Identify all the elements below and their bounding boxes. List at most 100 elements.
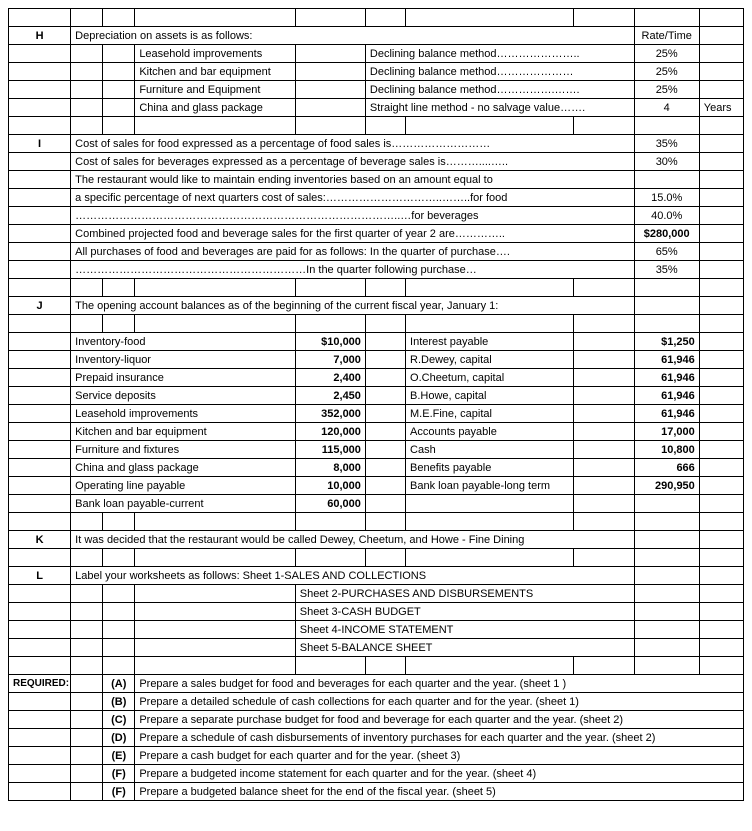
section-j-title: The opening account balances as of the b…	[71, 297, 634, 315]
j-left-name-7: China and glass package	[71, 459, 296, 477]
j-right-name-2: O.Cheetum, capital	[406, 369, 574, 387]
h-method-1: Declining balance method…………………	[365, 63, 634, 81]
section-k-text: It was decided that the restaurant would…	[71, 531, 634, 549]
req-letter-2: (C)	[103, 711, 135, 729]
l-sheet-2: Sheet 4-INCOME STATEMENT	[295, 621, 634, 639]
h-unit-3: Years	[699, 99, 743, 117]
j-right-amt-3: 61,946	[634, 387, 699, 405]
j-right-name-9	[406, 495, 574, 513]
i-line-2: The restaurant would like to maintain en…	[71, 171, 634, 189]
req-letter-3: (D)	[103, 729, 135, 747]
req-letter-5: (F)	[103, 765, 135, 783]
section-j-label: J	[9, 297, 71, 315]
section-l-label: L	[9, 567, 71, 585]
j-left-amt-7: 8,000	[295, 459, 365, 477]
h-asset-0: Leasehold improvements	[135, 45, 295, 63]
i-line-6: All purchases of food and beverages are …	[71, 243, 634, 261]
j-left-amt-4: 352,000	[295, 405, 365, 423]
j-right-amt-7: 666	[634, 459, 699, 477]
i-line-4: ……………………………………………………………………………..…for beve…	[71, 207, 634, 225]
section-l-title: Label your worksheets as follows: Sheet …	[71, 567, 634, 585]
i-val-2	[634, 171, 699, 189]
h-rate-1: 25%	[634, 63, 699, 81]
j-right-name-8: Bank loan payable-long term	[406, 477, 574, 495]
j-right-name-3: B.Howe, capital	[406, 387, 574, 405]
j-right-amt-1: 61,946	[634, 351, 699, 369]
spreadsheet-table: H Depreciation on assets is as follows: …	[8, 8, 744, 801]
h-method-3: Straight line method - no salvage value……	[365, 99, 634, 117]
h-method-0: Declining balance method…………………..	[365, 45, 634, 63]
section-k-label: K	[9, 531, 71, 549]
j-left-name-0: Inventory-food	[71, 333, 296, 351]
req-text-6: Prepare a budgeted balance sheet for the…	[135, 783, 744, 801]
j-left-name-9: Bank loan payable-current	[71, 495, 296, 513]
j-right-name-4: M.E.Fine, capital	[406, 405, 574, 423]
req-text-5: Prepare a budgeted income statement for …	[135, 765, 744, 783]
j-right-amt-6: 10,800	[634, 441, 699, 459]
j-left-amt-2: 2,400	[295, 369, 365, 387]
j-left-amt-9: 60,000	[295, 495, 365, 513]
j-left-amt-0: $10,000	[295, 333, 365, 351]
req-letter-6: (F)	[103, 783, 135, 801]
req-text-4: Prepare a cash budget for each quarter a…	[135, 747, 744, 765]
h-rate-0: 25%	[634, 45, 699, 63]
req-letter-1: (B)	[103, 693, 135, 711]
i-line-3: a specific percentage of next quarters c…	[71, 189, 634, 207]
j-right-name-7: Benefits payable	[406, 459, 574, 477]
req-text-0: Prepare a sales budget for food and beve…	[135, 675, 744, 693]
h-rate-2: 25%	[634, 81, 699, 99]
j-right-name-6: Cash	[406, 441, 574, 459]
j-left-amt-8: 10,000	[295, 477, 365, 495]
section-h-title: Depreciation on assets is as follows:	[71, 27, 634, 45]
i-line-1: Cost of sales for beverages expressed as…	[71, 153, 634, 171]
j-right-name-5: Accounts payable	[406, 423, 574, 441]
j-left-name-4: Leasehold improvements	[71, 405, 296, 423]
h-unit-2	[699, 81, 743, 99]
req-text-1: Prepare a detailed schedule of cash coll…	[135, 693, 744, 711]
req-text-3: Prepare a schedule of cash disbursements…	[135, 729, 744, 747]
req-text-2: Prepare a separate purchase budget for f…	[135, 711, 744, 729]
j-left-amt-5: 120,000	[295, 423, 365, 441]
j-left-name-3: Service deposits	[71, 387, 296, 405]
j-right-amt-0: $1,250	[634, 333, 699, 351]
j-left-name-8: Operating line payable	[71, 477, 296, 495]
i-val-3: 15.0%	[634, 189, 699, 207]
j-right-name-0: Interest payable	[406, 333, 574, 351]
j-left-amt-3: 2,450	[295, 387, 365, 405]
i-val-7: 35%	[634, 261, 699, 279]
j-left-name-5: Kitchen and bar equipment	[71, 423, 296, 441]
l-sheet-0: Sheet 2-PURCHASES AND DISBURSEMENTS	[295, 585, 634, 603]
i-val-5: $280,000	[634, 225, 699, 243]
h-unit-0	[699, 45, 743, 63]
j-left-name-1: Inventory-liquor	[71, 351, 296, 369]
h-unit-1	[699, 63, 743, 81]
section-h-label: H	[9, 27, 71, 45]
i-line-7: ………………………………………………………In the quarter foll…	[71, 261, 634, 279]
h-rate-3: 4	[634, 99, 699, 117]
rate-time-header: Rate/Time	[634, 27, 699, 45]
j-left-name-6: Furniture and fixtures	[71, 441, 296, 459]
h-asset-2: Furniture and Equipment	[135, 81, 295, 99]
req-letter-0: (A)	[103, 675, 135, 693]
h-asset-1: Kitchen and bar equipment	[135, 63, 295, 81]
i-line-5: Combined projected food and beverage sal…	[71, 225, 634, 243]
j-right-amt-8: 290,950	[634, 477, 699, 495]
req-letter-4: (E)	[103, 747, 135, 765]
l-sheet-3: Sheet 5-BALANCE SHEET	[295, 639, 634, 657]
j-right-amt-2: 61,946	[634, 369, 699, 387]
j-right-amt-5: 17,000	[634, 423, 699, 441]
i-val-1: 30%	[634, 153, 699, 171]
i-line-0: Cost of sales for food expressed as a pe…	[71, 135, 634, 153]
j-left-name-2: Prepaid insurance	[71, 369, 296, 387]
h-asset-3: China and glass package	[135, 99, 295, 117]
j-right-amt-4: 61,946	[634, 405, 699, 423]
h-method-2: Declining balance method…………….…….	[365, 81, 634, 99]
i-val-6: 65%	[634, 243, 699, 261]
i-val-4: 40.0%	[634, 207, 699, 225]
l-sheet-1: Sheet 3-CASH BUDGET	[295, 603, 634, 621]
j-left-amt-1: 7,000	[295, 351, 365, 369]
required-label: REQUIRED:	[9, 675, 71, 693]
j-left-amt-6: 115,000	[295, 441, 365, 459]
j-right-name-1: R.Dewey, capital	[406, 351, 574, 369]
j-right-amt-9	[634, 495, 699, 513]
